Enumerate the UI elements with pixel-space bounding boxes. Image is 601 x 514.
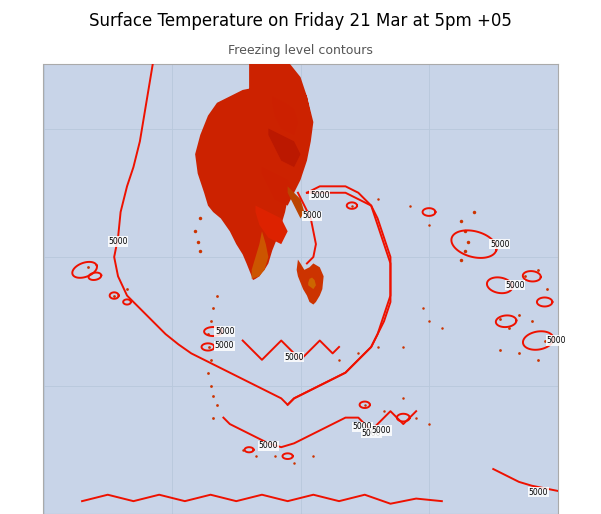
Text: Surface Temperature on Friday 21 Mar at 5pm +05: Surface Temperature on Friday 21 Mar at … [89,11,512,30]
Text: 5000: 5000 [310,191,329,200]
Text: 5000: 5000 [258,442,278,450]
Text: 5000: 5000 [352,422,372,431]
Text: 5000: 5000 [546,336,566,345]
Text: 5000: 5000 [215,341,234,350]
Text: 5000: 5000 [302,211,322,221]
Text: 5000: 5000 [490,240,510,249]
Text: 5000: 5000 [215,327,234,336]
Text: 5000: 5000 [371,426,391,435]
Text: 5000: 5000 [505,281,525,290]
Text: 5000: 5000 [528,488,548,497]
Text: 5000: 5000 [284,353,304,362]
Text: Freezing level contours: Freezing level contours [228,44,373,57]
Text: 5000: 5000 [361,429,381,437]
Text: 5000: 5000 [108,237,128,246]
